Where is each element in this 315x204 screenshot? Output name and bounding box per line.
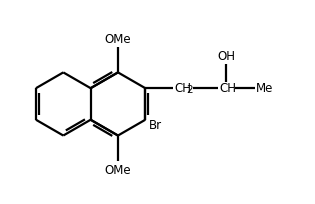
Text: CH: CH	[174, 81, 191, 94]
Text: OH: OH	[217, 49, 235, 62]
Text: 2: 2	[186, 85, 192, 95]
Text: OMe: OMe	[105, 163, 131, 176]
Text: CH: CH	[219, 81, 236, 94]
Text: OMe: OMe	[105, 33, 131, 45]
Text: Br: Br	[149, 119, 162, 132]
Text: Me: Me	[256, 81, 273, 94]
